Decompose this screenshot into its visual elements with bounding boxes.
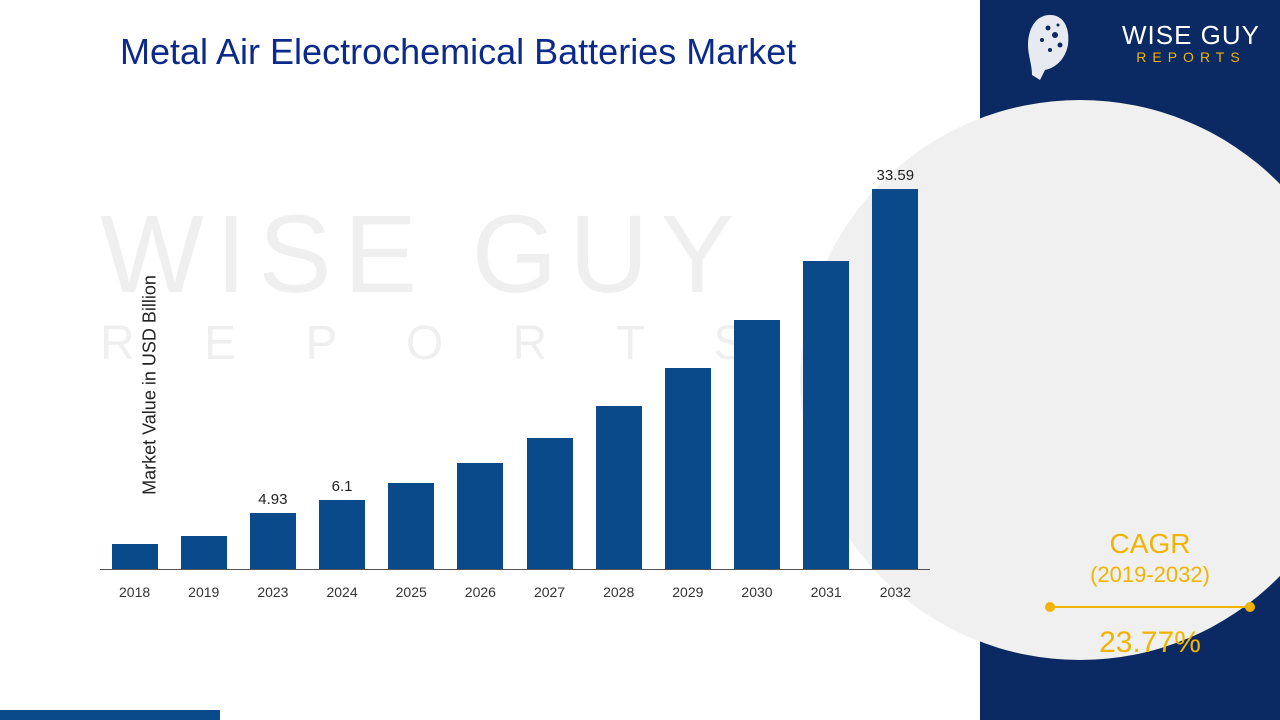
- bar: [319, 500, 365, 569]
- bar: [734, 320, 780, 569]
- chart-title: Metal Air Electrochemical Batteries Mark…: [120, 30, 796, 73]
- cagr-years: (2019-2032): [1050, 562, 1250, 588]
- x-tick-label: 2027: [519, 584, 581, 600]
- x-tick-label: 2019: [173, 584, 235, 600]
- bar-group: [380, 461, 442, 569]
- bar: [457, 463, 503, 569]
- cagr-divider: [1050, 606, 1250, 608]
- bar-group: 6.1: [311, 478, 373, 569]
- bar: [181, 536, 227, 569]
- bar-group: [519, 416, 581, 569]
- bar: [250, 513, 296, 569]
- bar-group: [657, 346, 719, 569]
- cagr-box: CAGR (2019-2032) 23.77%: [1050, 528, 1250, 660]
- x-tick-label: 2028: [588, 584, 650, 600]
- x-tick-label: 2031: [795, 584, 857, 600]
- bottom-accent-bar: [0, 710, 220, 720]
- x-axis-labels: 2018 2019 2023 2024 2025 2026 2027 2028 2029 2030…: [100, 584, 930, 600]
- bar-group: [104, 522, 166, 569]
- bar-value-label: 4.93: [258, 491, 287, 509]
- bar-group: [449, 441, 511, 569]
- bars-container: 4.93 6.1 33.59: [100, 170, 930, 570]
- bar-group: [726, 298, 788, 569]
- bar: [388, 483, 434, 569]
- bar-group: [795, 239, 857, 569]
- cagr-value: 23.77%: [1050, 626, 1250, 660]
- brand-logo: WISE GUY REPORTS: [1122, 20, 1260, 65]
- bar: [803, 261, 849, 569]
- bar-group: [173, 514, 235, 569]
- bar: [596, 406, 642, 569]
- x-tick-label: 2024: [311, 584, 373, 600]
- cagr-label: CAGR: [1050, 528, 1250, 560]
- x-tick-label: 2026: [449, 584, 511, 600]
- x-tick-label: 2029: [657, 584, 719, 600]
- bar: [665, 368, 711, 569]
- x-tick-label: 2032: [864, 584, 926, 600]
- bar: [527, 438, 573, 569]
- bar: [872, 189, 918, 569]
- bar: [112, 544, 158, 569]
- bar-value-label: 6.1: [332, 478, 353, 496]
- bar-value-label: 33.59: [877, 167, 915, 185]
- bar-group: 4.93: [242, 491, 304, 569]
- bar-group: 33.59: [864, 167, 926, 569]
- x-tick-label: 2025: [380, 584, 442, 600]
- bar-chart: Market Value in USD Billion 4.936.133.59…: [90, 170, 930, 600]
- head-icon: [1020, 10, 1080, 90]
- logo-sub-text: REPORTS: [1122, 49, 1260, 65]
- logo-main-text: WISE GUY: [1122, 20, 1260, 51]
- bar-group: [588, 384, 650, 569]
- x-tick-label: 2018: [104, 584, 166, 600]
- x-tick-label: 2023: [242, 584, 304, 600]
- x-tick-label: 2030: [726, 584, 788, 600]
